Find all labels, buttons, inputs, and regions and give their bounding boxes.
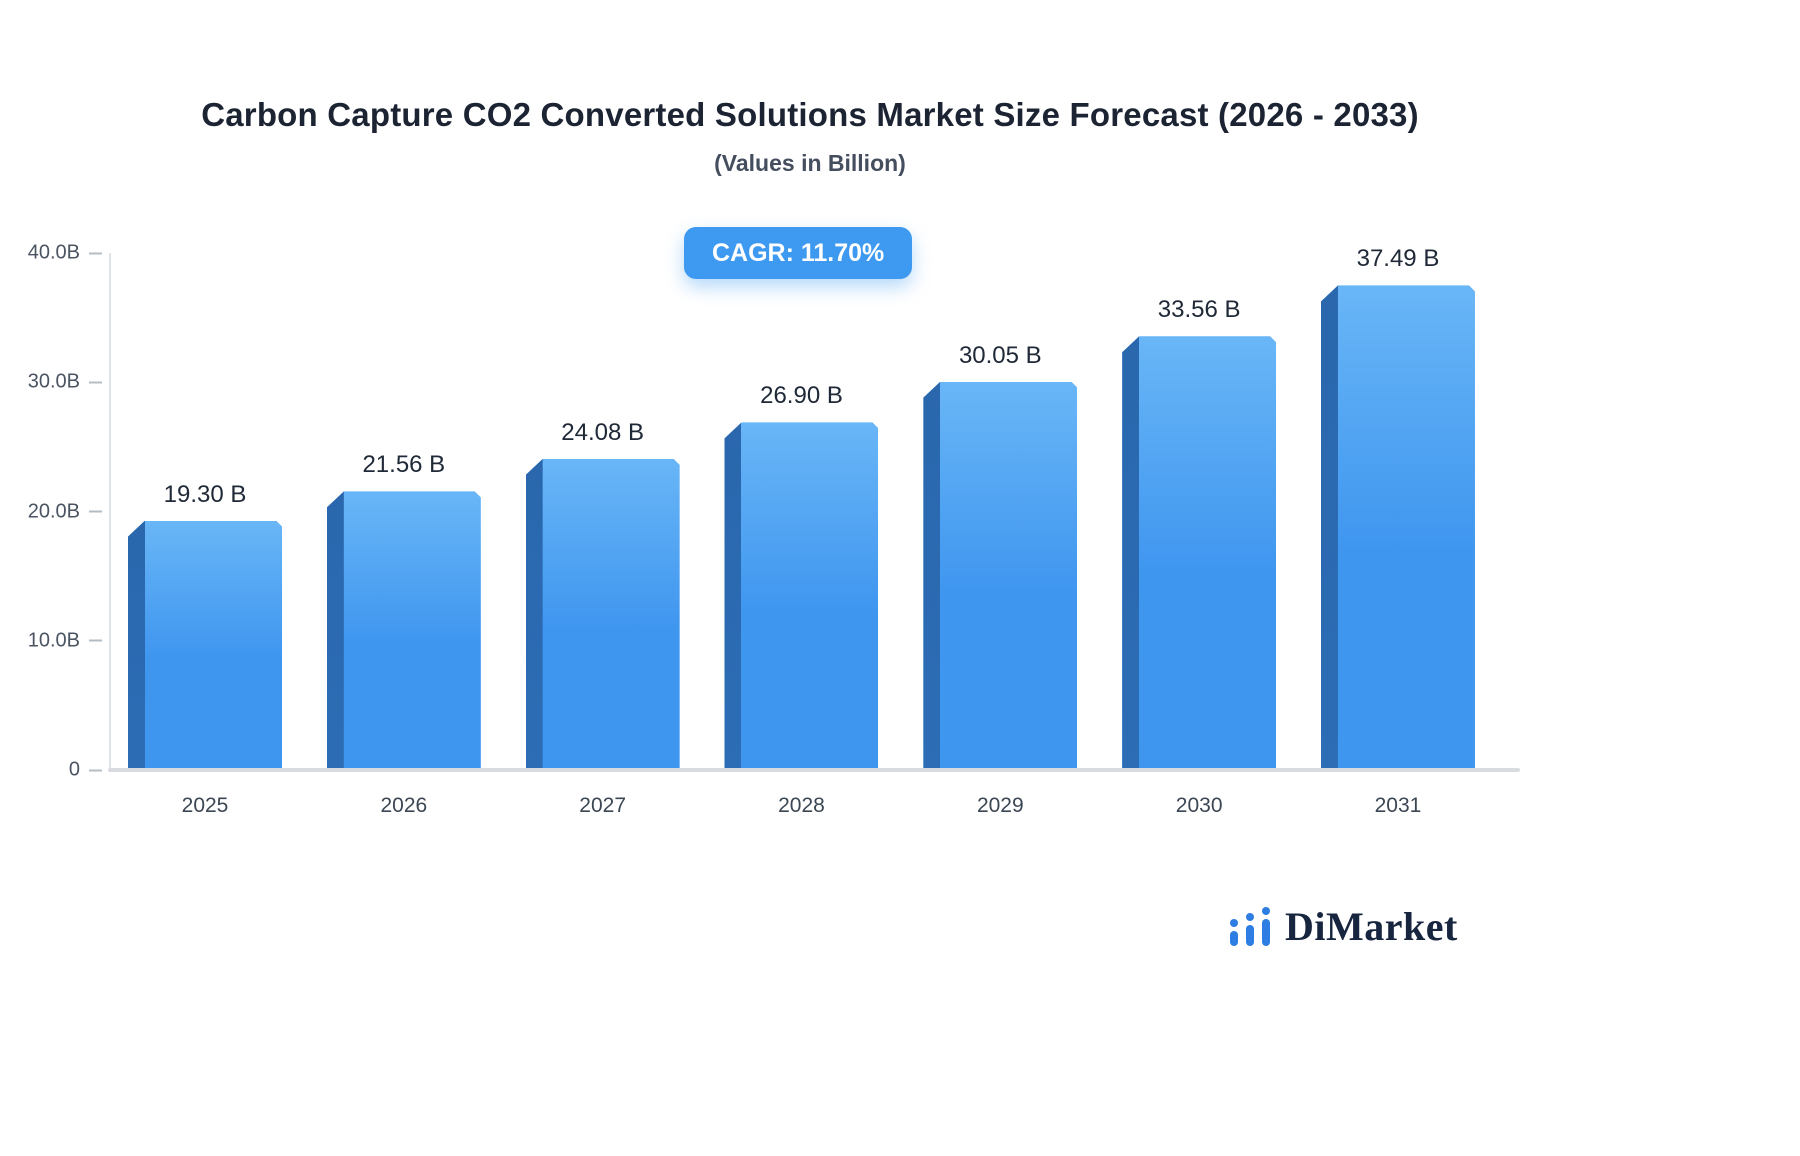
y-tick: 10.0B xyxy=(8,629,102,652)
bar-value-label: 33.56 B xyxy=(1157,296,1241,324)
bar-column: 19.30 B 2025 xyxy=(128,480,282,817)
y-tick-label: 0 xyxy=(68,758,80,781)
bar-column: 21.56 B 2026 xyxy=(327,451,481,817)
bar xyxy=(923,382,1077,770)
y-tick-label: 40.0B xyxy=(27,241,80,264)
bar-value-label: 26.90 B xyxy=(760,382,843,410)
y-tick: 30.0B xyxy=(8,371,102,394)
y-axis-line xyxy=(109,253,111,771)
bar-column: 33.56 B 2030 xyxy=(1122,296,1276,817)
y-tick-mark xyxy=(89,510,102,513)
bar-column: 30.05 B 2029 xyxy=(923,341,1077,817)
bar-value-label: 19.30 B xyxy=(163,480,247,508)
bar-value-label: 30.05 B xyxy=(958,341,1042,369)
brand-icon xyxy=(1230,906,1270,946)
bar xyxy=(1321,285,1475,770)
x-axis-label: 2029 xyxy=(976,794,1024,817)
bar xyxy=(526,459,680,770)
x-axis-label: 2025 xyxy=(181,794,229,817)
x-axis-label: 2031 xyxy=(1374,794,1422,817)
x-axis-label: 2030 xyxy=(1175,794,1223,817)
y-tick-mark xyxy=(89,639,102,642)
x-axis-baseline xyxy=(108,768,1520,772)
bar xyxy=(327,491,481,770)
bar-value-label: 24.08 B xyxy=(561,418,645,446)
cagr-badge: CAGR: 11.70% xyxy=(684,227,913,279)
y-axis: 40.0B 30.0B 20.0B 10.0B 0 xyxy=(0,242,102,781)
brand-logo: DiMarket xyxy=(1228,903,1458,950)
y-tick: 0 xyxy=(8,759,102,782)
page-subtitle: (Values in Billion) xyxy=(714,150,906,176)
bar-value-label: 37.49 B xyxy=(1356,245,1440,273)
bars-area: 19.30 B 2025 21.56 B 2026 24.08 B 2027 26.90 B… xyxy=(128,245,1475,817)
x-axis-label: 2026 xyxy=(380,794,428,817)
bar xyxy=(128,521,282,771)
bar xyxy=(724,422,878,770)
y-tick-label: 20.0B xyxy=(27,500,80,522)
bar-column: 26.90 B 2028 xyxy=(724,382,878,817)
y-tick-label: 30.0B xyxy=(27,370,80,393)
bar-column: 37.49 B 2031 xyxy=(1321,245,1475,817)
y-tick-label: 10.0B xyxy=(27,629,80,652)
bar-column: 24.08 B 2027 xyxy=(526,418,680,817)
bar-value-label: 21.56 B xyxy=(362,451,446,479)
x-axis-label: 2028 xyxy=(778,794,825,817)
y-tick-mark xyxy=(89,769,102,771)
y-tick: 40.0B xyxy=(8,242,102,265)
y-tick-mark xyxy=(89,252,102,254)
brand-name: DiMarket xyxy=(1285,904,1458,949)
page-title: Carbon Capture CO2 Converted Solutions M… xyxy=(201,96,1419,133)
bar xyxy=(1122,336,1276,770)
y-tick: 20.0B xyxy=(8,500,102,523)
x-axis-label: 2027 xyxy=(579,794,627,817)
y-tick-mark xyxy=(89,381,102,384)
